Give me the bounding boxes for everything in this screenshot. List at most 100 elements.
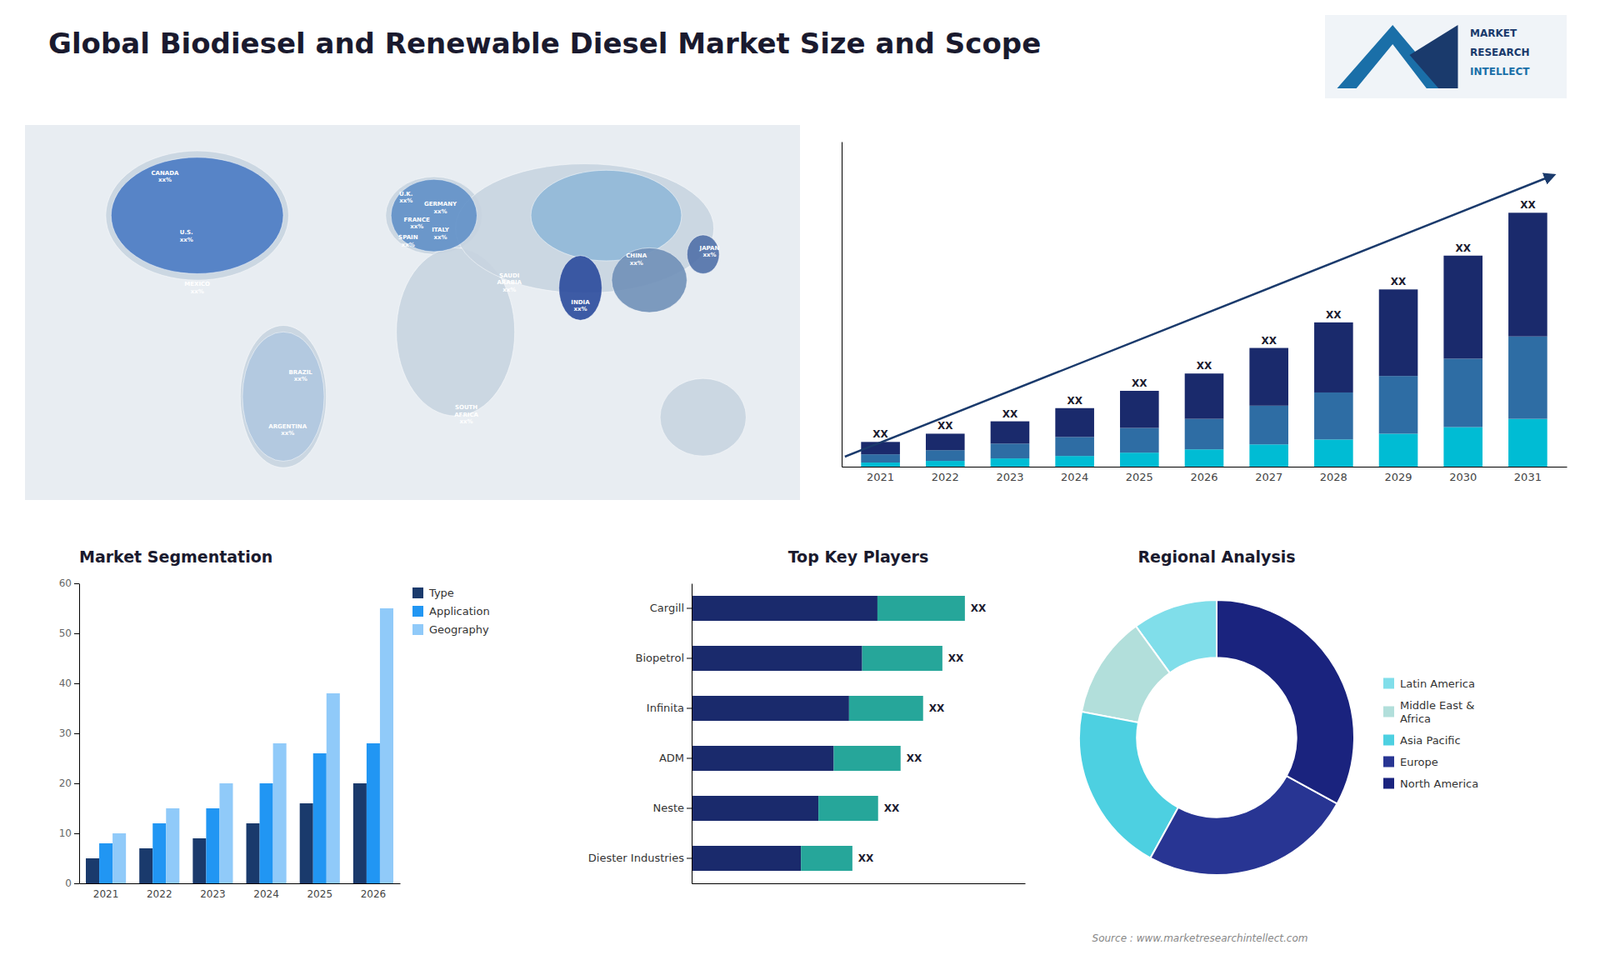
text-line: xx% — [401, 241, 415, 249]
bar — [366, 743, 380, 884]
tick-mark — [686, 858, 692, 860]
logo-shape — [1410, 25, 1459, 89]
tick-label: Cargill — [650, 601, 685, 615]
bar — [1443, 255, 1483, 360]
text-line: CANADA — [150, 170, 180, 177]
tick: 2023 — [200, 883, 226, 900]
tick: 30 — [59, 727, 80, 740]
bar — [691, 795, 819, 821]
tick-label: 2023 — [200, 888, 226, 900]
tick-label: 2028 — [1320, 470, 1348, 484]
bar-label: XX — [872, 428, 889, 440]
map-label: U.K.xx% — [399, 190, 413, 205]
bar — [1443, 427, 1483, 467]
logo: MARKETRESEARCHINTELLECT — [1325, 15, 1567, 99]
map-region — [242, 331, 325, 461]
bar-label: XX — [858, 852, 875, 865]
legend-label: North America — [1400, 777, 1479, 790]
logo-text: RESEARCH — [1470, 46, 1530, 59]
text-line: Africa — [1400, 712, 1431, 725]
axis — [692, 883, 1026, 885]
bars — [860, 212, 1547, 467]
tick-mark — [74, 733, 80, 735]
map-region — [686, 235, 720, 275]
tick-label: 20 — [59, 777, 72, 790]
axis: 202120222023202420252026 — [80, 883, 401, 900]
map-label: ITALYxx% — [431, 226, 450, 240]
map-region — [105, 150, 290, 280]
bar — [1443, 358, 1483, 427]
tick: Cargill — [650, 601, 692, 615]
tick: 2027 — [1255, 466, 1283, 484]
bar-label: XX — [1131, 377, 1148, 390]
bar — [165, 808, 180, 884]
map — [25, 125, 800, 500]
bar-label: XX — [1390, 275, 1407, 288]
tick-label: 2022 — [146, 888, 173, 900]
trend-arrow — [845, 175, 1555, 457]
axis-line — [692, 883, 1026, 885]
tick: 2023 — [995, 466, 1024, 484]
tick-label: Diester Industries — [588, 851, 685, 865]
bar-label: XX — [1520, 199, 1536, 211]
bar — [1508, 336, 1548, 420]
map-label: INDIAxx% — [570, 299, 590, 313]
map-label: FRANCExx% — [403, 216, 430, 230]
bar — [139, 848, 153, 884]
logo-background — [1325, 15, 1567, 99]
bar — [1314, 439, 1354, 467]
map-region — [660, 378, 746, 456]
legend-swatch — [1383, 678, 1395, 690]
axis-line — [841, 142, 843, 468]
bar-label: XX — [1066, 395, 1083, 407]
tick-label: 2026 — [1190, 470, 1218, 484]
legend-label: Middle East &Africa — [1400, 699, 1475, 725]
legend-item: Middle East &Africa — [1383, 699, 1475, 725]
tick-label: 30 — [59, 727, 72, 740]
tick: 2022 — [146, 883, 173, 900]
text-line: ARABIA — [496, 279, 522, 286]
legend-label: Europe — [1400, 755, 1439, 769]
tick: Neste — [652, 801, 692, 815]
legend-item: North America — [1383, 777, 1479, 790]
tick-mark — [686, 608, 692, 610]
tick: 10 — [59, 827, 80, 840]
map-label: U.S.xx% — [180, 229, 194, 243]
text-line: GERMANY — [424, 200, 458, 208]
bar — [85, 858, 100, 884]
bar — [925, 433, 965, 450]
bar — [273, 743, 287, 884]
bar — [1249, 405, 1289, 445]
map-region — [240, 325, 326, 469]
bar-label: XX — [884, 802, 900, 815]
tick: 60 — [59, 577, 80, 590]
text-line: xx% — [434, 234, 448, 241]
bar — [925, 450, 965, 461]
bar — [1055, 436, 1095, 456]
tick: 2026 — [360, 883, 387, 900]
legend-item: Asia Pacific — [1383, 734, 1461, 747]
tick: 20 — [59, 777, 80, 790]
bar — [1055, 455, 1095, 467]
chart-title: Market Segmentation — [79, 547, 273, 566]
bar — [326, 693, 340, 884]
legend: Latin AmericaMiddle East &AfricaAsia Pac… — [1383, 677, 1479, 790]
tick-mark — [74, 783, 80, 785]
tick-mark — [74, 633, 80, 635]
bar — [691, 845, 801, 871]
text-line: xx% — [158, 176, 172, 184]
bar-label: XX — [948, 652, 965, 665]
bar — [860, 462, 900, 467]
tick-mark — [686, 758, 692, 760]
tick-mark — [74, 833, 80, 835]
legend: TypeApplicationGeography — [412, 586, 490, 636]
bar — [1185, 449, 1225, 467]
tick-mark — [74, 583, 80, 585]
bar — [1508, 212, 1548, 336]
tick: 2025 — [1125, 466, 1154, 484]
bar — [1379, 289, 1419, 376]
slice — [1081, 626, 1170, 724]
tick-label: 2031 — [1514, 470, 1542, 484]
map-labels: CANADAxx%U.S.xx%MEXICOxx%BRAZILxx%ARGENT… — [150, 170, 720, 438]
bar — [1314, 322, 1354, 393]
